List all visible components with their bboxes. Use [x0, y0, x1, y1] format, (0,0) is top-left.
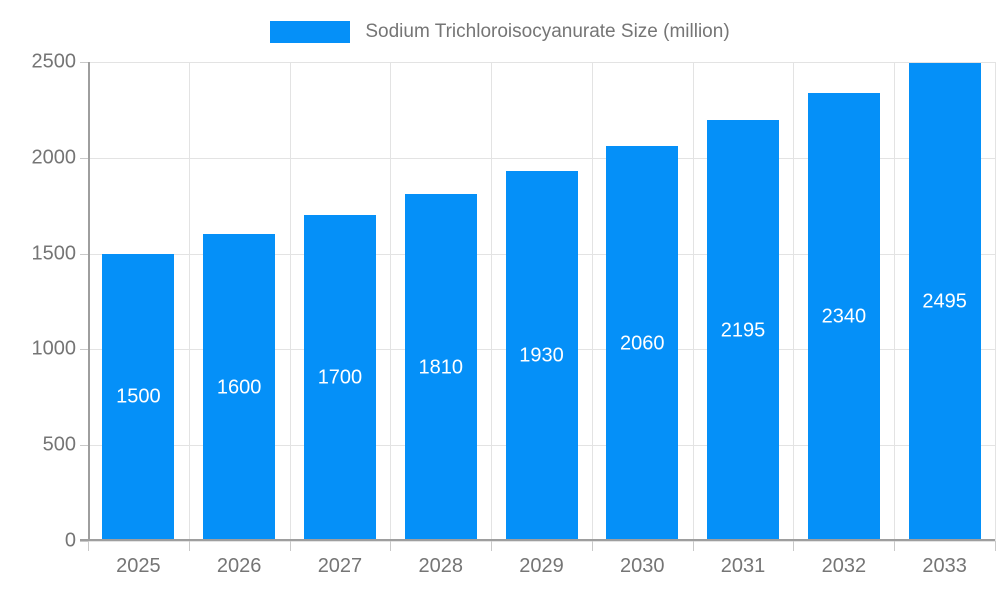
bar-2026[interactable] [203, 234, 276, 541]
y-tick-label: 2500 [31, 50, 77, 73]
x-axis-tick [491, 541, 493, 551]
y-axis-tick [80, 62, 88, 63]
x-tick-label: 2026 [216, 555, 262, 577]
x-axis-tick [188, 541, 190, 551]
x-gridline [390, 62, 392, 541]
y-tick-label: 1500 [31, 242, 77, 265]
bar-2032[interactable] [807, 92, 880, 541]
x-axis-tick [591, 541, 593, 551]
x-tick-label: 2027 [317, 555, 363, 577]
x-axis-line [80, 539, 995, 541]
x-axis-tick [289, 541, 291, 551]
bar-2031[interactable] [707, 120, 780, 541]
x-gridline [995, 62, 996, 541]
x-gridline [491, 62, 493, 541]
x-tick-label: 2031 [720, 555, 766, 577]
legend-item[interactable]: Sodium Trichloroisocyanurate Size (milli… [270, 21, 730, 43]
legend: Sodium Trichloroisocyanurate Size (milli… [0, 21, 1000, 43]
x-axis-tick [390, 541, 392, 551]
plot-area: 1500 1600 1700 1810 1930 2060 2195 2340 2495 0 50… [32, 51, 996, 577]
x-axis-tick [692, 541, 694, 551]
y-axis-tick [80, 349, 88, 351]
y-gridline [88, 62, 995, 63]
y-axis-tick [80, 253, 88, 255]
x-tick-label: 2025 [116, 555, 161, 577]
y-axis-tick [80, 157, 88, 159]
x-axis-tick [894, 541, 896, 551]
x-gridline [894, 62, 896, 541]
bar-2033[interactable] [908, 62, 981, 541]
x-gridline [289, 62, 291, 541]
y-axis-tick [80, 445, 88, 447]
y-tick-label: 500 [42, 433, 76, 456]
bar-2027[interactable] [303, 215, 376, 541]
x-axis-tick [793, 541, 795, 551]
x-gridline [692, 62, 694, 541]
y-gridline [88, 157, 995, 159]
y-axis-tick [80, 541, 88, 542]
x-tick-label: 2033 [922, 555, 967, 577]
y-tick-label: 2000 [31, 146, 77, 169]
y-axis-line [88, 62, 90, 541]
bar-2030[interactable] [606, 146, 679, 541]
bar-2028[interactable] [404, 194, 477, 541]
x-tick-label: 2030 [620, 555, 665, 577]
bar-2029[interactable] [505, 171, 578, 541]
x-tick-label: 2032 [821, 555, 867, 577]
x-tick-label: 2028 [418, 555, 463, 577]
legend-swatch-icon [270, 21, 351, 43]
bar-2025[interactable] [102, 253, 175, 541]
y-tick-label: 0 [64, 529, 76, 552]
x-axis-tick [995, 541, 996, 551]
x-gridline [591, 62, 593, 541]
y-gridline [88, 541, 995, 542]
x-tick-label: 2029 [519, 555, 564, 577]
legend-label: Sodium Trichloroisocyanurate Size (milli… [365, 21, 730, 42]
x-gridline [793, 62, 795, 541]
x-gridline [188, 62, 190, 541]
y-tick-label: 1000 [31, 337, 77, 360]
x-axis-tick [88, 541, 89, 551]
